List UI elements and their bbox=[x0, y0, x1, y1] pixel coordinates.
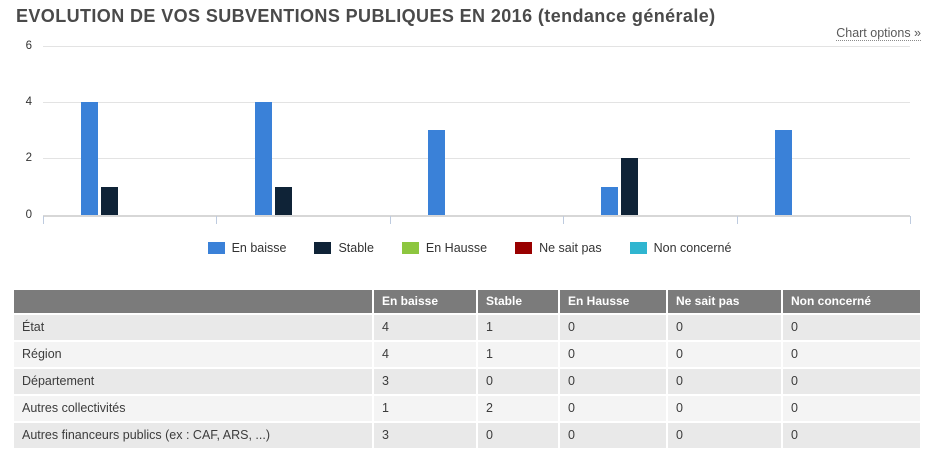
cell-en-hausse: 0 bbox=[560, 368, 666, 394]
row-label: État bbox=[14, 314, 372, 340]
bar-group-autres-financeurs-publics-ex-caf-ars bbox=[737, 46, 910, 215]
cell-non-concerné: 0 bbox=[783, 422, 920, 448]
bar-en-baisse[interactable] bbox=[254, 102, 272, 215]
bar-group-région bbox=[216, 46, 389, 215]
plot-area bbox=[43, 46, 910, 215]
bar-chart: 0 2 4 6 bbox=[0, 40, 939, 225]
table-header-row: En baisse Stable En Hausse Ne sait pas Non c… bbox=[14, 289, 920, 313]
table-row-autres-collectivités: Autres collectivités 1 2 0 0 0 bbox=[14, 395, 920, 421]
legend-label: En baisse bbox=[231, 240, 287, 255]
legend-swatch-stable bbox=[314, 241, 332, 254]
cell-stable: 0 bbox=[478, 368, 558, 394]
legend-swatch-ne-sait-pas bbox=[515, 241, 533, 254]
legend-label: En Hausse bbox=[425, 240, 488, 255]
gridline-6 bbox=[43, 45, 910, 47]
bar-en-baisse[interactable] bbox=[428, 130, 446, 215]
bar-stable[interactable] bbox=[274, 186, 292, 215]
cell-non-concerné: 0 bbox=[783, 341, 920, 367]
row-label: Autres financeurs publics (ex : CAF, ARS… bbox=[14, 422, 372, 448]
cell-en-baisse: 3 bbox=[374, 422, 476, 448]
cell-stable: 2 bbox=[478, 395, 558, 421]
y-axis-label-2: 2 bbox=[25, 152, 32, 165]
bar-stable[interactable] bbox=[101, 186, 119, 215]
x-axis-tick bbox=[736, 215, 738, 224]
y-axis-label-0: 0 bbox=[25, 208, 32, 221]
row-label: Département bbox=[14, 368, 372, 394]
cell-en-hausse: 0 bbox=[560, 395, 666, 421]
bar-group-autres-collectivités bbox=[563, 46, 736, 215]
cell-ne-sait-pas: 0 bbox=[668, 395, 781, 421]
table-header-cell-non-concerné: Non concerné bbox=[783, 289, 920, 313]
cell-en-hausse: 0 bbox=[560, 422, 666, 448]
bar-en-baisse[interactable] bbox=[601, 186, 619, 215]
legend-item-non-concerné[interactable]: Non concerné bbox=[629, 240, 732, 255]
table-header-cell-en-baisse: En baisse bbox=[374, 289, 476, 313]
row-label: Autres collectivités bbox=[14, 395, 372, 421]
cell-en-baisse: 4 bbox=[374, 341, 476, 367]
legend-label: Stable bbox=[338, 240, 374, 255]
cell-non-concerné: 0 bbox=[783, 368, 920, 394]
bar-stable[interactable] bbox=[621, 158, 639, 215]
table-row-région: Région 4 1 0 0 0 bbox=[14, 341, 920, 367]
chart-legend: En baisse Stable En Hausse Ne sait pas Non c… bbox=[0, 241, 939, 255]
cell-en-hausse: 0 bbox=[560, 314, 666, 340]
x-axis-tick bbox=[563, 215, 565, 224]
table-header-cell-empty bbox=[14, 289, 372, 313]
x-axis-tick bbox=[389, 215, 391, 224]
legend-item-en-hausse[interactable]: En Hausse bbox=[401, 240, 488, 255]
cell-en-baisse: 1 bbox=[374, 395, 476, 421]
chart-options-link[interactable]: Chart options » bbox=[836, 25, 921, 41]
table-body: État 4 1 0 0 0 Région 4 1 0 0 0 Département 3 0 0 0 0 Autr… bbox=[14, 314, 920, 448]
legend-item-ne-sait-pas[interactable]: Ne sait pas bbox=[515, 241, 602, 255]
table-header-cell-stable: Stable bbox=[478, 289, 558, 313]
bar-group-département bbox=[390, 46, 563, 215]
legend-label: Ne sait pas bbox=[539, 240, 602, 255]
gridline-2 bbox=[43, 158, 910, 160]
legend-label: Non concerné bbox=[653, 240, 732, 255]
table-row-autres-financeurs-publics-ex-caf-ars: Autres financeurs publics (ex : CAF, ARS… bbox=[14, 422, 920, 448]
y-axis-label-6: 6 bbox=[25, 39, 32, 52]
gridline-0 bbox=[43, 214, 910, 217]
table-row-département: Département 3 0 0 0 0 bbox=[14, 368, 920, 394]
gridline-4 bbox=[43, 102, 910, 104]
legend-swatch-non-concerné bbox=[629, 241, 647, 254]
cell-ne-sait-pas: 0 bbox=[668, 368, 781, 394]
chart-options-row: Chart options » bbox=[0, 24, 939, 41]
row-label: Région bbox=[14, 341, 372, 367]
cell-ne-sait-pas: 0 bbox=[668, 314, 781, 340]
cell-stable: 1 bbox=[478, 341, 558, 367]
data-table: En baisse Stable En Hausse Ne sait pas Non c… bbox=[12, 288, 922, 450]
page-title: EVOLUTION DE VOS SUBVENTIONS PUBLIQUES E… bbox=[16, 6, 716, 26]
x-axis-tick bbox=[43, 215, 44, 224]
bar-group-état bbox=[43, 46, 216, 215]
table-header-row: En baisse Stable En Hausse Ne sait pas Non c… bbox=[14, 289, 920, 313]
x-axis-tick bbox=[910, 215, 911, 224]
legend-item-stable[interactable]: Stable bbox=[314, 240, 374, 255]
cell-en-baisse: 4 bbox=[374, 314, 476, 340]
cell-en-hausse: 0 bbox=[560, 341, 666, 367]
cell-ne-sait-pas: 0 bbox=[668, 422, 781, 448]
cell-en-baisse: 3 bbox=[374, 368, 476, 394]
bar-en-baisse[interactable] bbox=[774, 130, 792, 215]
legend-item-en-baisse[interactable]: En baisse bbox=[207, 240, 287, 255]
table-header-cell-en-hausse: En Hausse bbox=[560, 289, 666, 313]
legend-swatch-en-baisse bbox=[207, 241, 225, 254]
y-axis-label-4: 4 bbox=[25, 96, 32, 109]
cell-non-concerné: 0 bbox=[783, 395, 920, 421]
cell-stable: 1 bbox=[478, 314, 558, 340]
table-header-cell-ne-sait-pas: Ne sait pas bbox=[668, 289, 781, 313]
cell-non-concerné: 0 bbox=[783, 314, 920, 340]
cell-ne-sait-pas: 0 bbox=[668, 341, 781, 367]
table-row-état: État 4 1 0 0 0 bbox=[14, 314, 920, 340]
legend-swatch-en-hausse bbox=[401, 241, 419, 254]
x-axis-tick bbox=[216, 215, 218, 224]
cell-stable: 0 bbox=[478, 422, 558, 448]
bar-en-baisse[interactable] bbox=[81, 102, 99, 215]
